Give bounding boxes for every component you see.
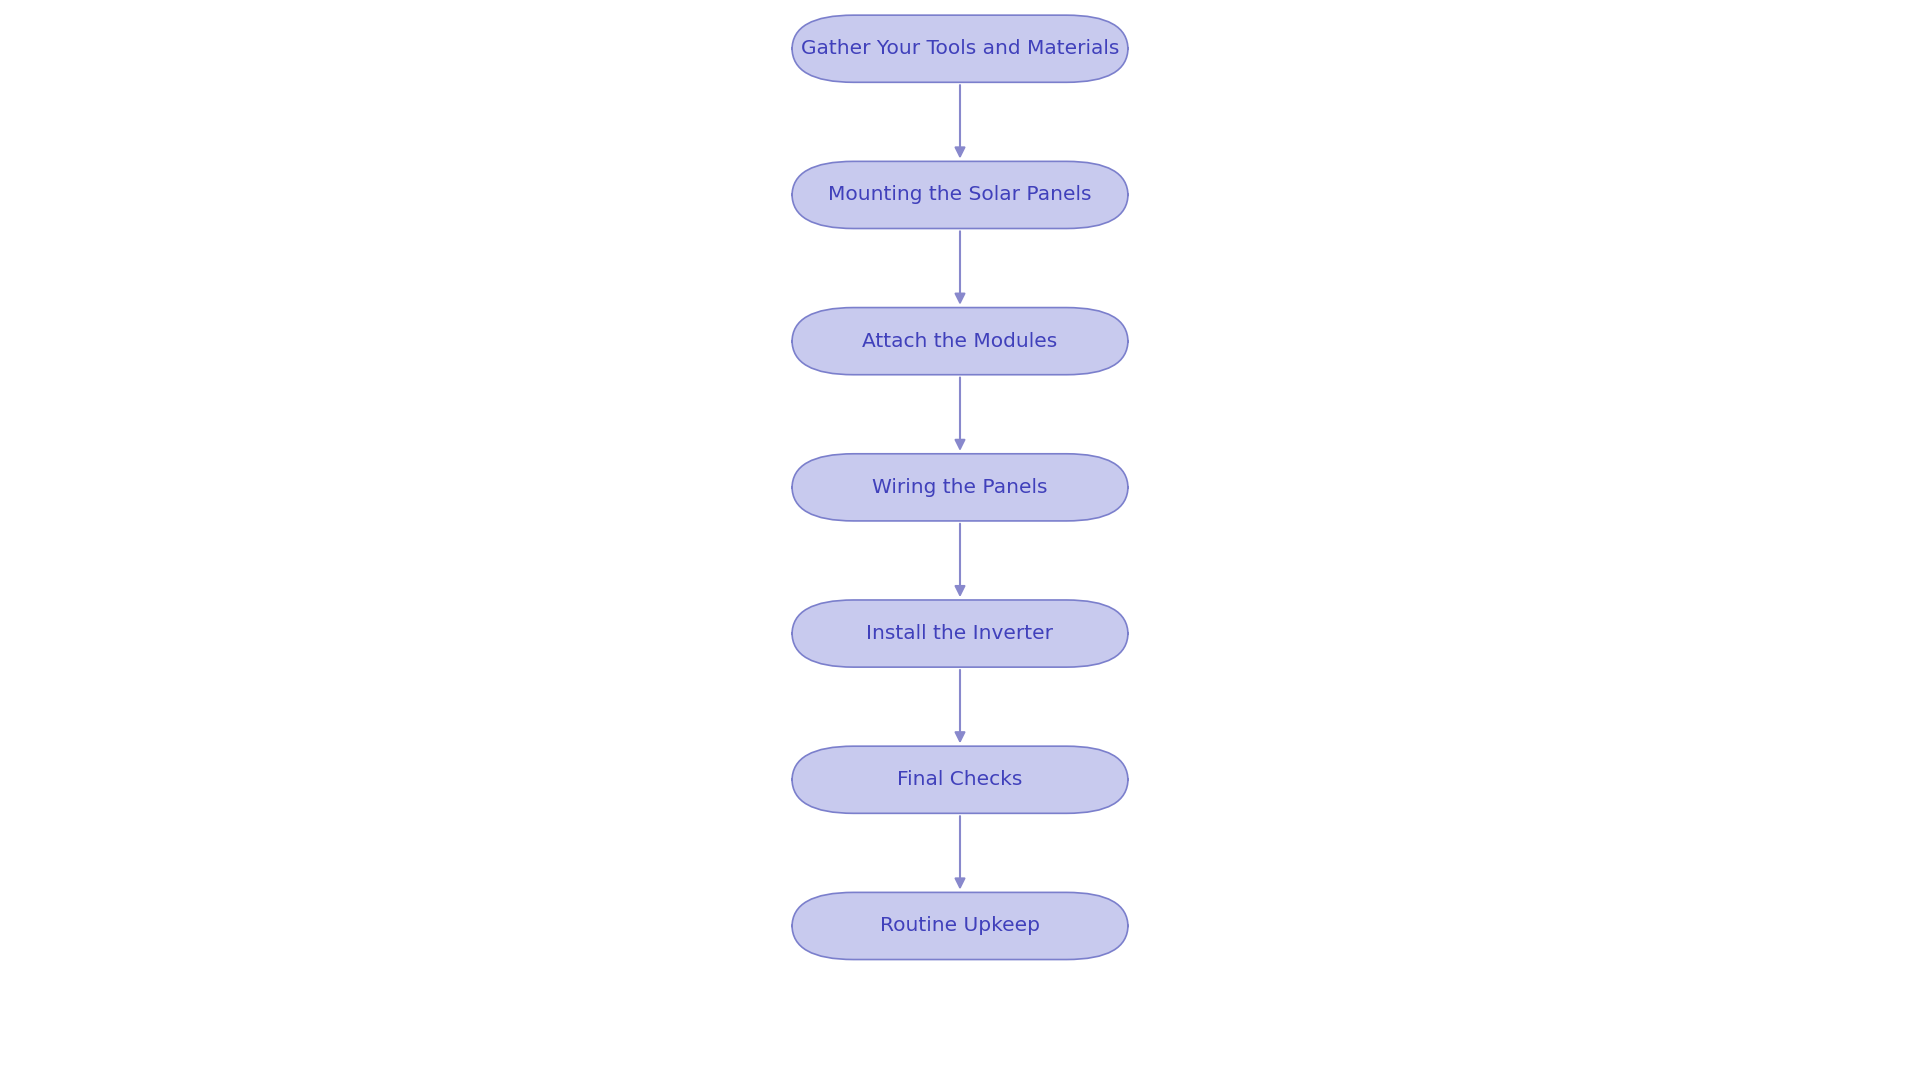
FancyBboxPatch shape [791,454,1127,521]
FancyBboxPatch shape [791,15,1127,82]
FancyBboxPatch shape [791,161,1127,229]
Text: Gather Your Tools and Materials: Gather Your Tools and Materials [801,39,1119,58]
Text: Install the Inverter: Install the Inverter [866,624,1054,643]
Text: Attach the Modules: Attach the Modules [862,331,1058,351]
FancyBboxPatch shape [791,308,1127,375]
FancyBboxPatch shape [791,892,1127,960]
Text: Wiring the Panels: Wiring the Panels [872,478,1048,497]
FancyBboxPatch shape [791,600,1127,667]
Text: Mounting the Solar Panels: Mounting the Solar Panels [828,185,1092,205]
FancyBboxPatch shape [791,746,1127,813]
Text: Final Checks: Final Checks [897,770,1023,790]
Text: Routine Upkeep: Routine Upkeep [879,916,1041,936]
